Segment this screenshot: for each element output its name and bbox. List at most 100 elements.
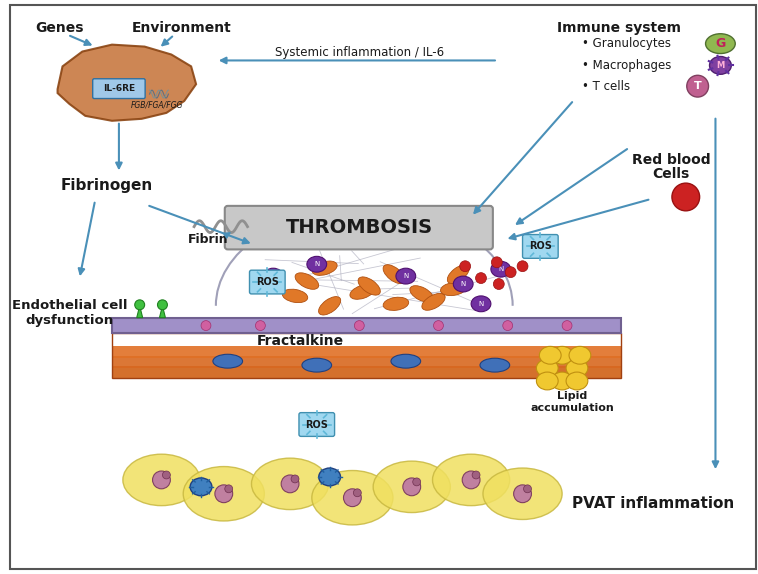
Circle shape bbox=[158, 300, 168, 310]
Circle shape bbox=[355, 321, 365, 331]
Text: N: N bbox=[461, 281, 466, 287]
Ellipse shape bbox=[706, 34, 735, 53]
Text: Fractalkine: Fractalkine bbox=[256, 335, 343, 348]
Text: Lipid: Lipid bbox=[557, 391, 587, 401]
Ellipse shape bbox=[391, 354, 421, 368]
Ellipse shape bbox=[422, 293, 445, 311]
Circle shape bbox=[135, 300, 145, 310]
Ellipse shape bbox=[540, 346, 561, 364]
Text: Fibrin: Fibrin bbox=[188, 233, 228, 246]
Ellipse shape bbox=[295, 273, 318, 289]
Ellipse shape bbox=[383, 265, 405, 284]
Polygon shape bbox=[112, 356, 622, 368]
Ellipse shape bbox=[440, 282, 466, 296]
Ellipse shape bbox=[312, 261, 337, 276]
Circle shape bbox=[413, 478, 421, 486]
Text: Genes: Genes bbox=[36, 21, 84, 35]
Ellipse shape bbox=[491, 261, 511, 277]
Polygon shape bbox=[136, 306, 143, 317]
Circle shape bbox=[434, 321, 443, 331]
Ellipse shape bbox=[483, 468, 562, 519]
FancyBboxPatch shape bbox=[249, 270, 285, 294]
Polygon shape bbox=[159, 306, 165, 317]
Text: FGB/FGA/FGG: FGB/FGA/FGG bbox=[130, 100, 183, 110]
FancyBboxPatch shape bbox=[299, 413, 334, 436]
Text: accumulation: accumulation bbox=[530, 403, 614, 413]
Text: N: N bbox=[498, 266, 503, 272]
Text: Fibrinogen: Fibrinogen bbox=[61, 177, 153, 193]
Circle shape bbox=[517, 261, 528, 272]
Text: ROS: ROS bbox=[305, 420, 328, 429]
Ellipse shape bbox=[350, 285, 374, 299]
Text: Systemic inflammation / IL-6: Systemic inflammation / IL-6 bbox=[274, 46, 444, 59]
Ellipse shape bbox=[190, 478, 212, 496]
Circle shape bbox=[201, 321, 211, 331]
Text: • Granulocytes: • Granulocytes bbox=[582, 37, 671, 50]
Circle shape bbox=[225, 485, 233, 492]
Text: THROMBOSIS: THROMBOSIS bbox=[286, 218, 433, 237]
Text: Red blood: Red blood bbox=[631, 153, 710, 168]
Ellipse shape bbox=[263, 268, 283, 284]
Ellipse shape bbox=[566, 372, 588, 390]
Ellipse shape bbox=[312, 471, 393, 525]
Circle shape bbox=[460, 261, 471, 272]
FancyBboxPatch shape bbox=[225, 206, 493, 250]
Polygon shape bbox=[112, 346, 622, 358]
Circle shape bbox=[215, 485, 233, 503]
Ellipse shape bbox=[373, 461, 450, 513]
Circle shape bbox=[687, 75, 709, 97]
Ellipse shape bbox=[183, 467, 265, 521]
Ellipse shape bbox=[551, 372, 573, 390]
Ellipse shape bbox=[551, 346, 573, 364]
Text: M: M bbox=[716, 61, 725, 70]
Ellipse shape bbox=[566, 359, 588, 377]
Circle shape bbox=[255, 321, 265, 331]
Text: • Macrophages: • Macrophages bbox=[582, 59, 672, 72]
Ellipse shape bbox=[447, 265, 469, 284]
Ellipse shape bbox=[307, 257, 327, 272]
Circle shape bbox=[506, 267, 516, 278]
Text: N: N bbox=[314, 261, 319, 267]
FancyBboxPatch shape bbox=[92, 79, 145, 99]
Text: N: N bbox=[271, 273, 276, 279]
Circle shape bbox=[562, 321, 572, 331]
Text: Immune system: Immune system bbox=[557, 21, 681, 35]
Circle shape bbox=[291, 475, 299, 483]
Circle shape bbox=[353, 489, 362, 497]
Ellipse shape bbox=[396, 268, 415, 284]
Text: N: N bbox=[478, 301, 484, 307]
Circle shape bbox=[402, 478, 421, 496]
Circle shape bbox=[514, 485, 531, 503]
Ellipse shape bbox=[252, 458, 329, 510]
Polygon shape bbox=[112, 317, 622, 333]
Text: G: G bbox=[716, 37, 725, 50]
Circle shape bbox=[672, 183, 700, 211]
Text: PVAT inflammation: PVAT inflammation bbox=[572, 496, 735, 511]
Circle shape bbox=[162, 471, 171, 479]
Circle shape bbox=[281, 475, 299, 492]
Ellipse shape bbox=[480, 358, 509, 372]
Text: ROS: ROS bbox=[256, 277, 279, 287]
Ellipse shape bbox=[471, 296, 491, 312]
Ellipse shape bbox=[319, 468, 340, 486]
Ellipse shape bbox=[383, 297, 409, 311]
Ellipse shape bbox=[433, 454, 509, 506]
Ellipse shape bbox=[358, 277, 381, 295]
Ellipse shape bbox=[537, 359, 558, 377]
Ellipse shape bbox=[537, 372, 558, 390]
Text: Cells: Cells bbox=[653, 167, 690, 181]
Text: T: T bbox=[694, 81, 701, 91]
Text: ROS: ROS bbox=[529, 242, 552, 251]
Ellipse shape bbox=[318, 297, 340, 315]
Ellipse shape bbox=[302, 358, 331, 372]
Polygon shape bbox=[112, 366, 622, 378]
Polygon shape bbox=[58, 45, 196, 121]
Text: IL-6RE: IL-6RE bbox=[103, 84, 135, 93]
FancyBboxPatch shape bbox=[522, 235, 558, 258]
Text: • T cells: • T cells bbox=[582, 80, 630, 92]
Circle shape bbox=[343, 489, 362, 507]
Text: N: N bbox=[403, 273, 409, 279]
Ellipse shape bbox=[213, 354, 243, 368]
Text: dysfunction: dysfunction bbox=[25, 314, 114, 327]
Circle shape bbox=[503, 321, 512, 331]
